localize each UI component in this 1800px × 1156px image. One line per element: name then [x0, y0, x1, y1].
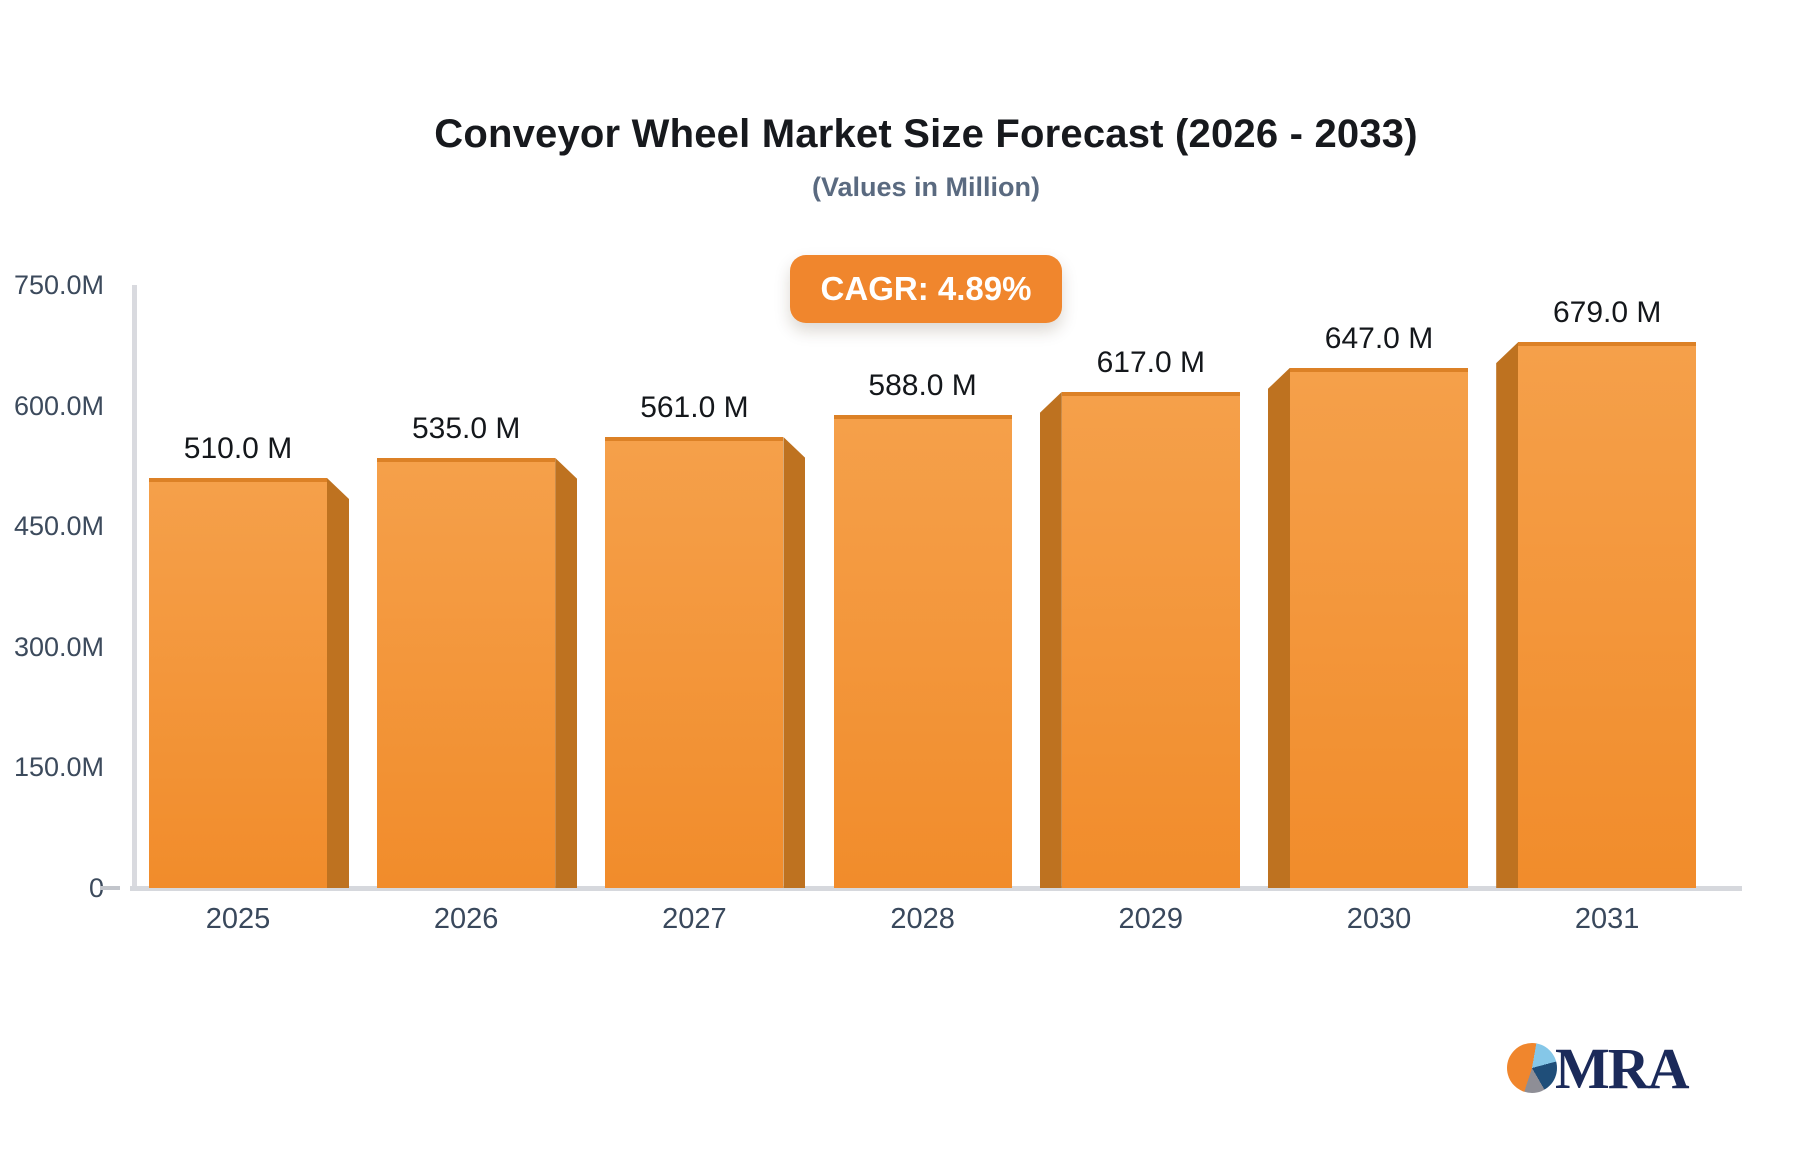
y-tick-label: 0: [88, 873, 104, 903]
bar-side-2031: [1496, 342, 1519, 888]
bar-2029: [1061, 391, 1240, 888]
x-tick-label: 2030: [1346, 903, 1412, 935]
x-tick-label: 2027: [662, 903, 727, 935]
bar-side-2030: [1268, 367, 1290, 888]
bar-2030: [1290, 367, 1468, 888]
y-tick-label: 450.0M: [13, 511, 104, 542]
y-tick-dash: [100, 886, 120, 890]
x-tick-label: 2028: [890, 903, 955, 935]
chart-title: Conveyor Wheel Market Size Forecast (202…: [434, 112, 1418, 156]
bar-side-2027: [783, 436, 806, 888]
bar-2026: [377, 457, 556, 888]
y-tick-label: 600.0M: [13, 390, 104, 421]
y-tick-label: 750.0M: [13, 270, 104, 300]
x-tick-label: 2031: [1574, 903, 1640, 935]
bar-value-label: 535.0 M: [411, 411, 521, 445]
bar-value-label: 679.0 M: [1552, 296, 1662, 330]
logo-text: MRA: [1555, 1036, 1690, 1101]
bar-value-label: 588.0 M: [868, 369, 977, 403]
x-axis-baseline: [130, 886, 1742, 891]
bar-2027: [605, 436, 784, 888]
x-tick-label: 2025: [205, 903, 271, 935]
y-tick-label: 300.0M: [13, 631, 104, 662]
bar-value-label: 647.0 M: [1324, 321, 1434, 355]
x-tick-label: 2026: [433, 903, 499, 935]
bar-value-label: 510.0 M: [183, 431, 293, 465]
bar-side-2026: [555, 457, 578, 888]
y-axis-line: [132, 285, 137, 891]
bar-value-label: 561.0 M: [640, 390, 749, 424]
bar-2025: [149, 477, 327, 888]
bar-side-2025: [327, 477, 349, 888]
logo-pie-icon: [1507, 1043, 1557, 1093]
bar-value-label: 617.0 M: [1096, 345, 1205, 379]
bar-side-2029: [1039, 391, 1062, 888]
cagr-badge: CAGR: 4.89%: [790, 255, 1062, 323]
bar-2028: [833, 415, 1012, 888]
mra-logo: MRA: [1505, 1038, 1705, 1100]
x-tick-label: 2029: [1118, 903, 1184, 935]
chart-subtitle: (Values in Million): [811, 172, 1041, 202]
bar-2031: [1518, 342, 1697, 888]
y-tick-label: 150.0M: [13, 752, 104, 783]
